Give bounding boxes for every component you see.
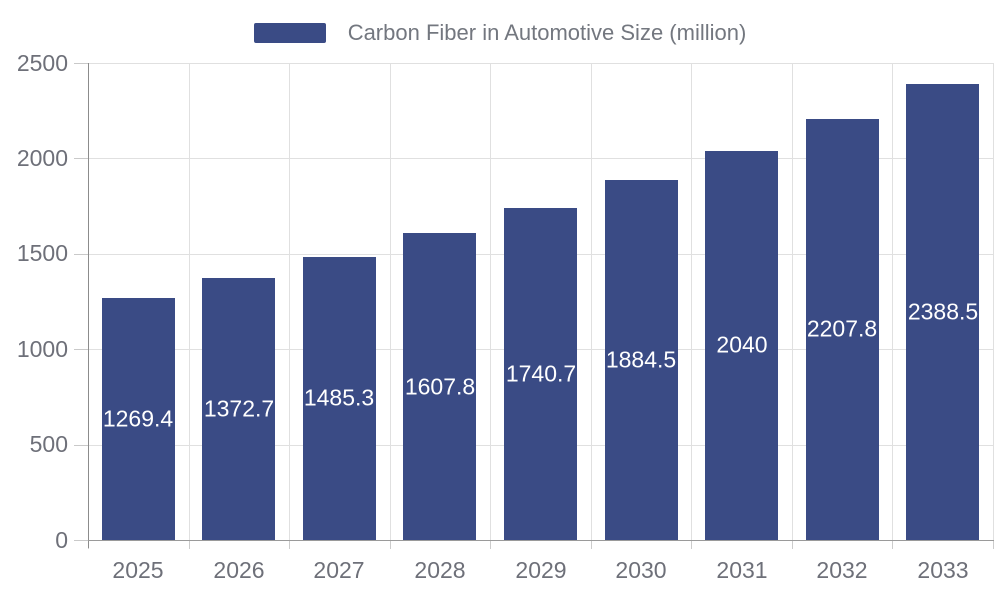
x-axis-tick: [691, 541, 692, 549]
x-axis-line: [88, 540, 994, 541]
bar-value-label: 1740.7: [505, 360, 577, 387]
x-axis-label-2025: 2025: [112, 557, 164, 583]
bar-2032[interactable]: [806, 119, 879, 540]
bar-value-label: 2040: [716, 331, 768, 358]
y-axis-tick-label: 1000: [16, 336, 68, 362]
bar-value-label: 1884.5: [605, 346, 677, 373]
y-axis-tick-label: 0: [55, 527, 68, 553]
legend-swatch-icon: [253, 23, 326, 43]
y-axis-tick: [74, 349, 88, 350]
y-axis-tick-label: 1500: [16, 240, 68, 266]
bar-2031[interactable]: [705, 151, 778, 540]
y-axis-tick-label: 2000: [16, 145, 68, 171]
x-axis-tick: [490, 541, 491, 549]
y-axis-tick: [74, 540, 88, 541]
bar-value-label: 2207.8: [806, 315, 878, 342]
bar-2029[interactable]: [504, 208, 577, 540]
x-axis-label-2030: 2030: [615, 557, 667, 583]
plot-area: 1269.4 1372.7 1485.3 1607.8 1740.7 1884.5 2040…: [88, 63, 994, 540]
gridline-vertical: [490, 63, 491, 540]
x-axis-tick: [390, 541, 391, 549]
bar-2028[interactable]: [403, 233, 476, 540]
x-axis-label-2028: 2028: [414, 557, 466, 583]
gridline-vertical: [892, 63, 893, 540]
gridline-vertical: [591, 63, 592, 540]
bar-2026[interactable]: [202, 278, 275, 540]
x-axis-tick: [792, 541, 793, 549]
bar-value-label: 1485.3: [303, 384, 375, 411]
legend-label: Carbon Fiber in Automotive Size (million…: [347, 20, 747, 45]
x-axis-tick: [189, 541, 190, 549]
y-axis-line: [88, 63, 89, 548]
x-axis-tick: [591, 541, 592, 549]
bar-2033[interactable]: [906, 84, 979, 540]
y-axis-tick: [74, 254, 88, 255]
y-axis-labels: 0 500 1000 1500 2000 2500: [0, 0, 68, 600]
bar-2027[interactable]: [303, 257, 376, 540]
y-axis-tick: [74, 158, 88, 159]
bar-2025[interactable]: [102, 298, 175, 540]
gridline-vertical: [691, 63, 692, 540]
bar-value-label: 2388.5: [907, 298, 979, 325]
x-axis-label-2026: 2026: [213, 557, 265, 583]
x-axis-label-2027: 2027: [313, 557, 365, 583]
gridline-vertical: [390, 63, 391, 540]
x-axis-label-2033: 2033: [917, 557, 969, 583]
gridline-vertical: [993, 63, 994, 540]
bar-value-label: 1372.7: [203, 395, 275, 422]
x-axis-tick: [993, 541, 994, 549]
x-axis-label-2032: 2032: [816, 557, 868, 583]
legend-item[interactable]: Carbon Fiber in Automotive Size (million…: [253, 13, 747, 53]
bar-value-label: 1269.4: [102, 405, 174, 432]
x-axis-tick: [892, 541, 893, 549]
gridline-vertical: [289, 63, 290, 540]
gridline-horizontal: [88, 63, 993, 64]
legend: Carbon Fiber in Automotive Size (million…: [0, 13, 1000, 53]
y-axis-tick-label: 2500: [16, 50, 68, 76]
bar-2030[interactable]: [605, 180, 678, 540]
x-axis-tick: [289, 541, 290, 549]
x-axis-label-2031: 2031: [716, 557, 768, 583]
x-axis-label-2029: 2029: [515, 557, 567, 583]
y-axis-tick-label: 500: [29, 431, 68, 457]
y-axis-tick: [74, 63, 88, 64]
gridline-vertical: [189, 63, 190, 540]
bar-value-label: 1607.8: [404, 373, 476, 400]
y-axis-tick: [74, 445, 88, 446]
gridline-horizontal: [88, 158, 993, 159]
gridline-vertical: [792, 63, 793, 540]
